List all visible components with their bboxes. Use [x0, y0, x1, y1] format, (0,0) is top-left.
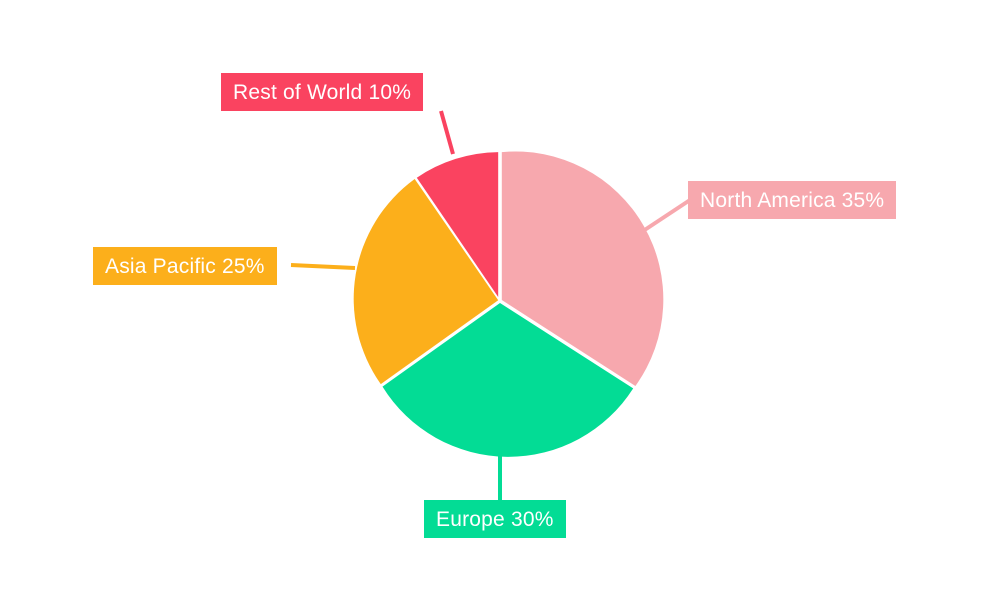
pie-label-europe[interactable]: Europe 30% — [424, 500, 566, 538]
pie-slice-rest-of-world[interactable] — [416, 152, 499, 297]
leader-line-rest-of-world — [439, 110, 455, 155]
pie-slice-europe[interactable] — [382, 303, 634, 457]
pie-label-north-america[interactable]: North America 35% — [688, 181, 897, 219]
pie-leader-lines — [290, 110, 692, 500]
pie-slices — [353, 151, 664, 457]
pie-slice-asia-pacific[interactable] — [353, 179, 499, 385]
pie-slice-north-america[interactable] — [501, 151, 664, 386]
pie-label-asia-pacific[interactable]: Asia Pacific 25% — [93, 247, 277, 285]
leader-line-north-america — [632, 198, 692, 239]
pie-label-rest-of-world[interactable]: Rest of World 10% — [221, 73, 424, 111]
leader-line-asia-pacific — [290, 263, 356, 270]
